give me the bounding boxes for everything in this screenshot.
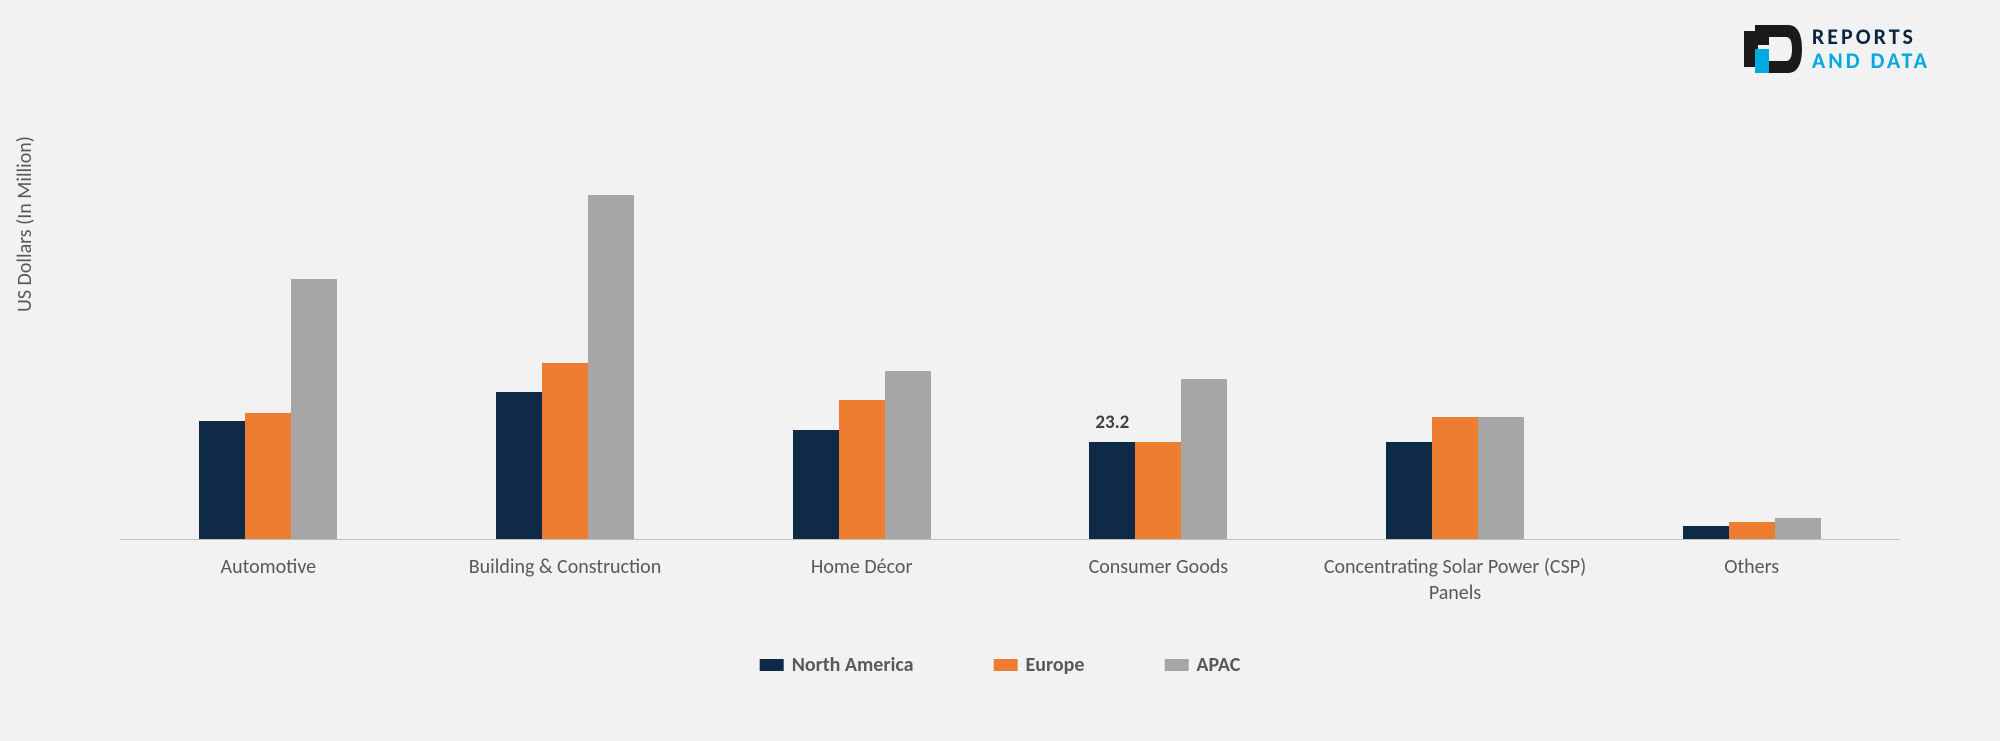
bar xyxy=(1729,522,1775,539)
category-label: Building & Construction xyxy=(425,554,705,580)
bar xyxy=(793,430,839,539)
category-label: Automotive xyxy=(128,554,408,580)
bar xyxy=(245,413,291,539)
legend-label: North America xyxy=(792,653,914,677)
category-group: Consumer Goods xyxy=(1089,379,1227,539)
bar xyxy=(1386,442,1432,539)
legend-item: North America xyxy=(760,653,914,677)
bar xyxy=(1478,417,1524,539)
legend-swatch xyxy=(760,659,784,671)
bar xyxy=(1089,442,1135,539)
legend-swatch xyxy=(994,659,1018,671)
legend-swatch xyxy=(1164,659,1188,671)
bar xyxy=(291,279,337,539)
category-group: Concentrating Solar Power (CSP) Panels xyxy=(1386,417,1524,539)
bar xyxy=(496,392,542,539)
bar xyxy=(885,371,931,539)
legend-label: Europe xyxy=(1026,653,1085,677)
legend-item: APAC xyxy=(1164,653,1240,677)
category-label: Others xyxy=(1612,554,1892,580)
legend-label: APAC xyxy=(1196,653,1240,677)
chart-container: Automotive Building & Construction Home Dé… xyxy=(90,20,1910,600)
category-label: Consumer Goods xyxy=(1018,554,1298,580)
y-axis-label: US Dollars (In Million) xyxy=(13,136,37,312)
category-group: Building & Construction xyxy=(496,195,634,539)
bar xyxy=(199,421,245,539)
legend-item: Europe xyxy=(994,653,1085,677)
bar xyxy=(1135,442,1181,539)
category-group: Home Décor xyxy=(793,371,931,539)
bar xyxy=(588,195,634,539)
bar xyxy=(542,363,588,539)
category-label: Home Décor xyxy=(722,554,1002,580)
bar xyxy=(1181,379,1227,539)
bar xyxy=(1775,518,1821,539)
plot-area: Automotive Building & Construction Home Dé… xyxy=(120,120,1900,540)
bar xyxy=(839,400,885,539)
legend: North America Europe APAC xyxy=(760,653,1241,677)
category-group: Others xyxy=(1683,518,1821,539)
category-group: Automotive xyxy=(199,279,337,539)
bar xyxy=(1683,526,1729,539)
bar xyxy=(1432,417,1478,539)
category-label: Concentrating Solar Power (CSP) Panels xyxy=(1315,554,1595,606)
